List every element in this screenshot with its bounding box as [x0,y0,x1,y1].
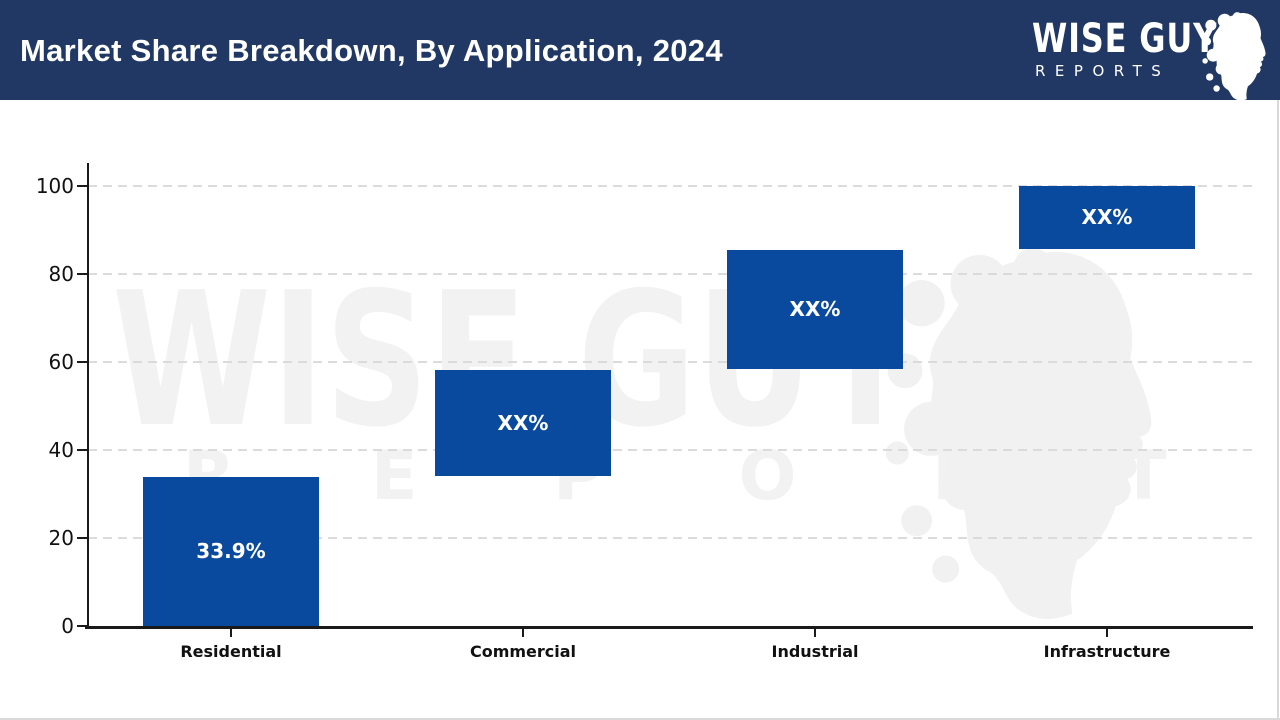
y-tick-label: 80 [48,262,74,286]
gridline-y100 [88,185,1253,187]
page-title: Market Share Breakdown, By Application, … [20,33,723,68]
chart-area: WISE GUY R E P O R T S 02040608010033.9%… [0,100,1280,720]
logo-wordmark: WISE GUY REPORTS [1032,16,1218,80]
y-tick-label: 60 [48,350,74,374]
bar-industrial: XX% [727,249,903,370]
gridline-y20 [88,537,1253,539]
y-tick-mark [77,361,88,363]
figure-right-border [1277,100,1279,720]
y-axis-spine [87,163,89,628]
bar-value-label: XX% [789,297,841,322]
wiseguy-logo: WISE GUY REPORTS [1024,6,1274,100]
figure-bottom-border [0,718,1280,720]
bar-value-label: XX% [1081,205,1133,230]
logo-wordmark-line2: REPORTS [1035,62,1171,80]
logo-wordmark-line1: WISE GUY [1032,16,1218,62]
y-tick-label: 20 [48,526,74,550]
y-tick-label: 40 [48,438,74,462]
y-tick-label: 100 [35,174,74,198]
x-axis-spine [85,626,1253,629]
bar-commercial: XX% [435,369,611,477]
category-label: Industrial [771,642,859,661]
bar-value-label: XX% [497,411,549,436]
gridline-y80 [88,273,1253,275]
y-tick-mark [77,273,88,275]
y-tick-label: 0 [61,614,74,638]
x-tick-mark [814,629,816,637]
y-tick-mark [77,185,88,187]
gridline-y40 [88,449,1253,451]
logo-face-icon [1202,12,1266,100]
category-label: Infrastructure [1043,642,1171,661]
bar-infrastructure: XX% [1019,185,1195,250]
category-label: Commercial [469,642,577,661]
bar-residential: 33.9% [143,476,319,626]
y-tick-mark [77,449,88,451]
x-tick-mark [230,629,232,637]
y-tick-mark [77,537,88,539]
y-tick-mark [77,625,88,627]
gridline-y60 [88,361,1253,363]
bar-value-label: 33.9% [196,539,266,564]
x-tick-mark [522,629,524,637]
watermark-face-icon [885,248,1152,619]
category-label: Residential [180,642,282,661]
x-tick-mark [1106,629,1108,637]
header-bar: Market Share Breakdown, By Application, … [0,0,1280,100]
